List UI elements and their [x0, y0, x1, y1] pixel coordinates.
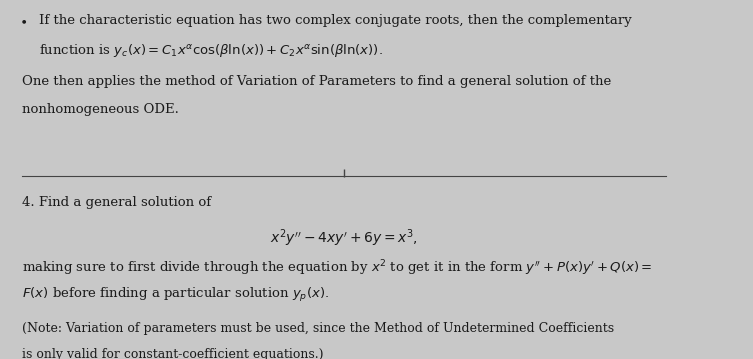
- Text: is only valid for constant-coefficient equations.): is only valid for constant-coefficient e…: [22, 348, 324, 359]
- Text: (Note: Variation of parameters must be used, since the Method of Undetermined Co: (Note: Variation of parameters must be u…: [22, 322, 614, 336]
- Text: $F(x)$ before finding a particular solution $y_p(x).$: $F(x)$ before finding a particular solut…: [22, 285, 329, 304]
- Text: $\bullet$: $\bullet$: [19, 14, 26, 27]
- Text: function is $y_c(x) = C_1 x^{\alpha} \cos(\beta \ln(x)) + C_2 x^{\alpha} \sin(\b: function is $y_c(x) = C_1 x^{\alpha} \co…: [39, 42, 383, 59]
- Text: $x^2 y'' - 4xy' + 6y = x^3,$: $x^2 y'' - 4xy' + 6y = x^3,$: [270, 228, 418, 250]
- Text: One then applies the method of Variation of Parameters to find a general solutio: One then applies the method of Variation…: [22, 75, 611, 88]
- Text: If the characteristic equation has two complex conjugate roots, then the complem: If the characteristic equation has two c…: [39, 14, 632, 27]
- Text: making sure to first divide through the equation by $x^2$ to get it in the form : making sure to first divide through the …: [22, 258, 653, 278]
- Text: 4. Find a general solution of: 4. Find a general solution of: [22, 196, 211, 209]
- Text: nonhomogeneous ODE.: nonhomogeneous ODE.: [22, 103, 178, 116]
